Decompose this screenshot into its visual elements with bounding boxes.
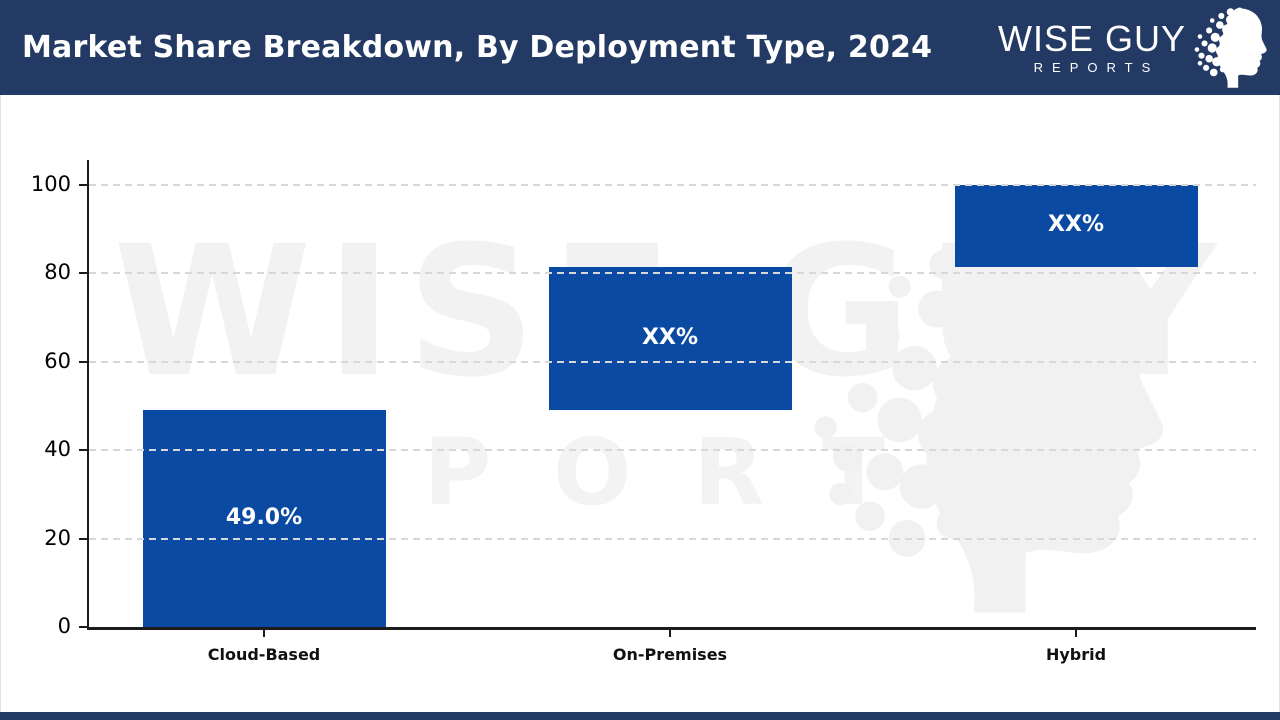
x-category-label: Hybrid <box>1045 645 1107 664</box>
brand-subtitle: REPORTS <box>1033 59 1160 75</box>
gridline <box>89 360 1256 363</box>
watermark-head-icon <box>796 205 1166 635</box>
x-category-label: On-Premises <box>612 645 728 664</box>
y-tick-mark <box>79 360 87 363</box>
y-tick-label: 60 <box>44 348 71 373</box>
y-tick-mark <box>79 626 87 628</box>
bar-value-label: XX% <box>1048 211 1104 237</box>
bar <box>548 266 792 411</box>
brand-logo: WISE GUY REPORTS <box>998 6 1280 90</box>
y-tick-mark <box>79 449 87 452</box>
header-bar: Market Share Breakdown, By Deployment Ty… <box>0 0 1280 95</box>
chart-area: WISE GUY REPORTS 49.0%XX%XX%020406080100… <box>0 95 1280 712</box>
brand-head-icon <box>1190 6 1268 90</box>
bar <box>954 185 1198 267</box>
y-tick-label: 0 <box>57 614 71 638</box>
bar-value-label: 49.0% <box>225 504 303 530</box>
gridline <box>89 449 1256 452</box>
x-category-label: Cloud-Based <box>207 645 321 664</box>
y-tick-label: 40 <box>44 437 71 462</box>
bar-value-label: XX% <box>642 324 698 350</box>
y-tick-label: 20 <box>44 525 71 550</box>
y-tick-label: 100 <box>30 172 71 196</box>
x-axis-line <box>87 627 1256 630</box>
x-tick-mark <box>263 630 265 637</box>
bar <box>142 410 386 627</box>
y-tick-label: 80 <box>44 260 71 285</box>
brand-logo-text: WISE GUY REPORTS <box>998 20 1186 75</box>
y-tick-mark <box>79 537 87 540</box>
gridline <box>89 537 1256 540</box>
y-tick-mark <box>79 184 87 186</box>
chart-title: Market Share Breakdown, By Deployment Ty… <box>22 30 933 65</box>
gridline <box>89 184 1256 186</box>
footer-bar <box>0 712 1280 720</box>
y-axis-line <box>87 160 89 630</box>
y-tick-mark <box>79 272 87 275</box>
gridline <box>89 272 1256 275</box>
x-tick-mark <box>669 630 671 637</box>
x-tick-mark <box>1075 630 1077 637</box>
brand-name: WISE GUY <box>997 18 1186 60</box>
